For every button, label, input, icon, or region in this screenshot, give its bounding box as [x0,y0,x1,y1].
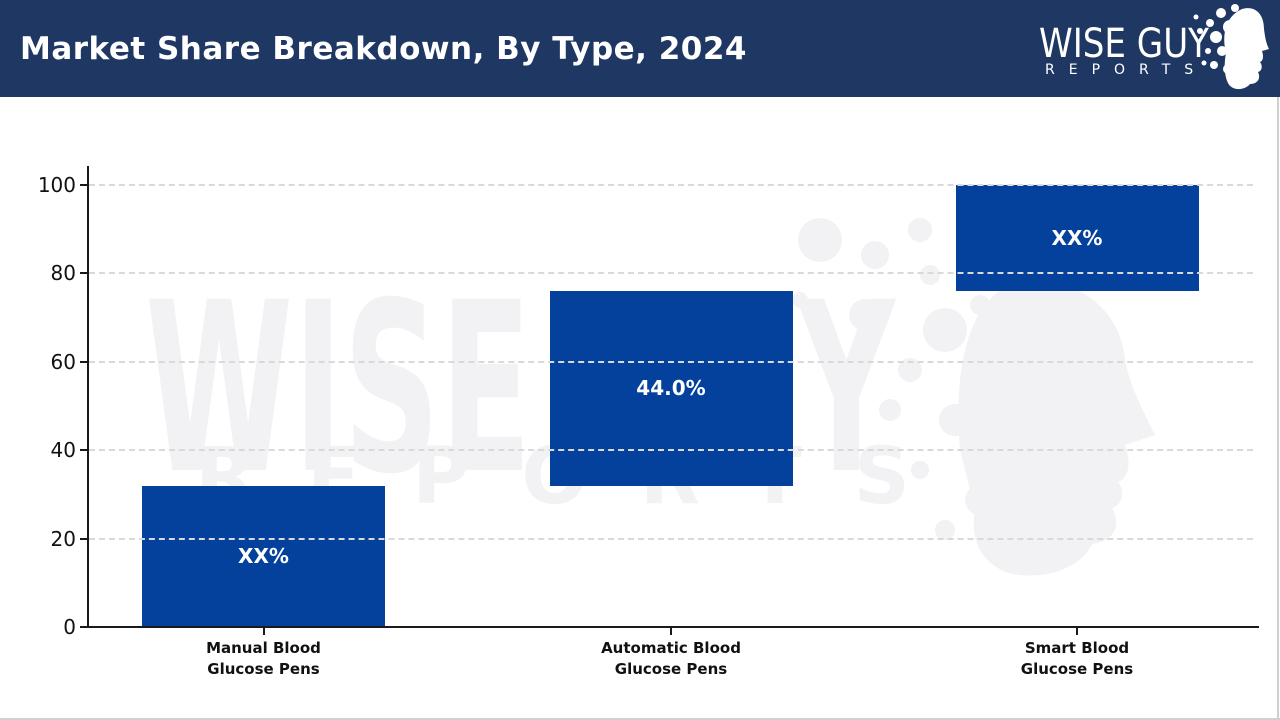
bar-value-label-2: XX% [1051,226,1103,251]
bar-segment-0 [142,485,385,627]
y-tick-label-40: 40 [50,438,76,463]
x-tick-mark-2 [1076,628,1078,635]
y-tick-mark-0 [80,626,88,628]
brand-logo: WISE GUY REPORTS [1039,4,1269,90]
bar-value-label-1: 44.0% [636,376,706,401]
x-tick-mark-0 [262,628,265,635]
category-label-line: Glucose Pens [614,660,728,678]
y-tick-label-0: 0 [63,615,76,639]
gridline-20 [89,537,1253,540]
x-tick-mark-1 [670,628,672,635]
y-tick-label-80: 80 [50,261,76,286]
category-label-line: Manual Blood [206,639,321,657]
y-tick-label-20: 20 [50,526,76,551]
logo-brand-text: WISE GUY [1039,21,1209,67]
y-tick-label-100: 100 [37,173,76,197]
bar-value-label-0: XX% [238,544,289,569]
y-axis-line [87,166,89,628]
logo-reports-text: REPORTS [1045,62,1207,78]
page-border-right [1277,97,1279,720]
head-profile-icon [1193,4,1269,90]
header-bar: Market Share Breakdown, By Type, 2024 WI… [0,0,1280,97]
category-label-1: Automatic Blood Glucose Pens [531,638,811,680]
y-tick-mark-60 [80,360,88,363]
chart-title: Market Share Breakdown, By Type, 2024 [20,30,748,67]
category-label-line: Glucose Pens [1020,660,1134,678]
x-axis-line [87,626,1259,628]
category-label-line: Smart Blood [1024,639,1130,657]
gridline-100 [89,184,1253,186]
category-label-line: Glucose Pens [207,660,320,678]
y-tick-label-60: 60 [50,349,76,374]
y-tick-mark-20 [80,537,88,540]
category-label-2: Smart Blood Glucose Pens [937,638,1217,680]
page-border-bottom [0,718,1280,720]
y-tick-mark-100 [80,184,88,186]
bar-segment-1 [549,291,793,486]
gridline-60 [89,360,1253,363]
y-tick-mark-40 [80,449,88,452]
category-label-line: Automatic Blood [601,639,741,657]
watermark-head-icon [792,218,1155,576]
gridline-40 [89,449,1253,452]
y-tick-mark-80 [80,272,88,275]
category-label-0: Manual Blood Glucose Pens [124,638,404,680]
gridline-80 [89,272,1253,275]
